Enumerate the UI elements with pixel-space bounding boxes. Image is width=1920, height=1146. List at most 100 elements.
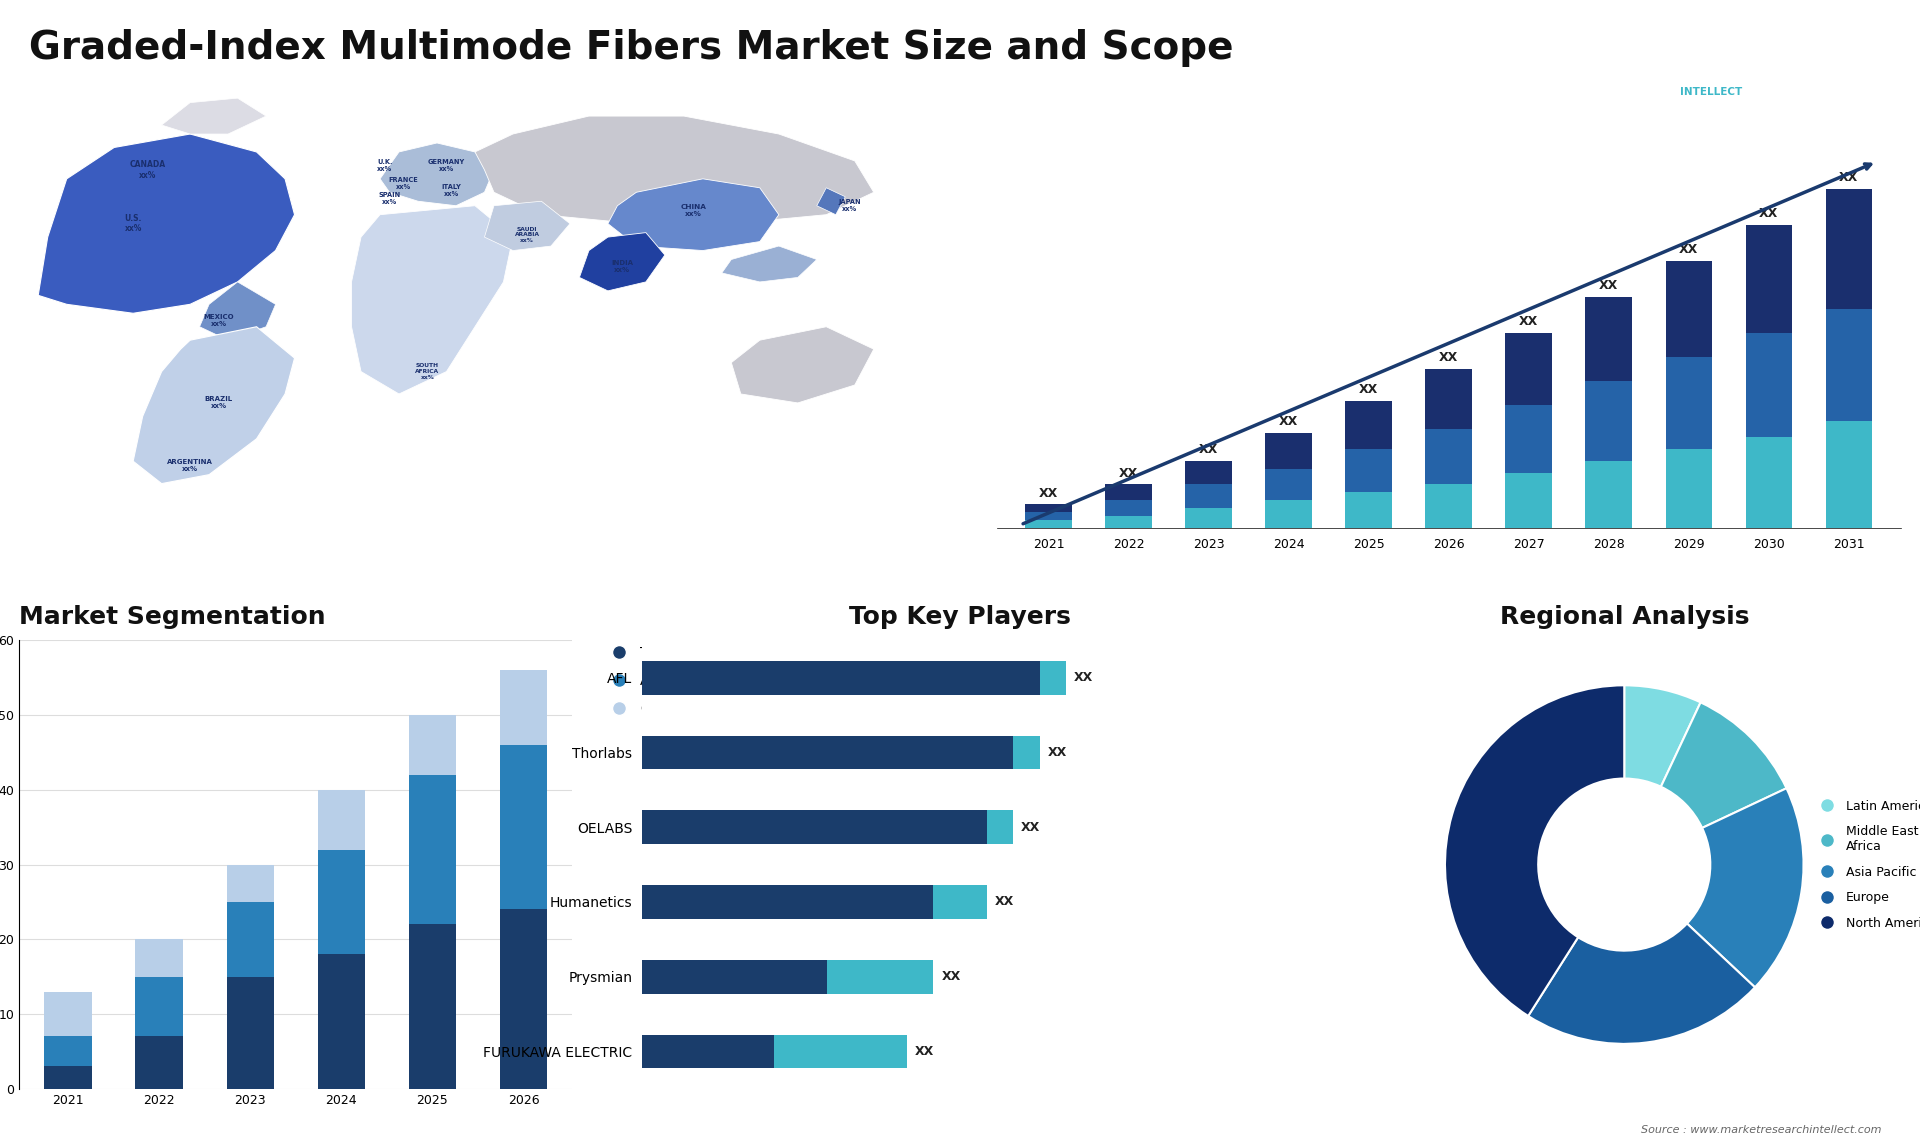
Text: XX: XX [1279,415,1298,427]
Legend: Type, Application, Geography: Type, Application, Geography [599,641,724,721]
Bar [1025,512,1071,520]
Bar [641,661,1039,694]
Bar [1425,429,1473,485]
Bar [1425,485,1473,528]
Bar [317,790,365,849]
Text: ARGENTINA
xx%: ARGENTINA xx% [167,460,213,472]
Text: XX: XX [1680,243,1699,256]
Bar [987,810,1014,845]
Text: XX: XX [1839,171,1859,185]
Bar [1346,448,1392,493]
Text: INDIA
xx%: INDIA xx% [611,260,634,273]
Text: SOUTH
AFRICA
xx%: SOUTH AFRICA xx% [415,363,440,379]
Bar [1185,461,1233,485]
Bar [1826,189,1872,308]
Bar [1425,369,1473,429]
Text: XX: XX [1073,672,1092,684]
Bar [1586,380,1632,461]
Polygon shape [200,282,276,340]
Legend: Latin America, Middle East &
Africa, Asia Pacific, Europe, North America: Latin America, Middle East & Africa, Asi… [1811,794,1920,935]
Polygon shape [816,188,845,214]
Bar [641,885,933,919]
Text: SPAIN
xx%: SPAIN xx% [378,193,401,205]
Bar [1106,501,1152,517]
Text: XX: XX [1599,278,1619,292]
Text: XX: XX [1039,487,1058,500]
Bar [641,810,987,845]
Wedge shape [1528,924,1755,1044]
Bar [641,1035,774,1068]
Text: U.S.
xx%: U.S. xx% [125,214,142,234]
Bar [1665,261,1713,356]
Bar [409,715,457,775]
Wedge shape [1688,788,1803,988]
Polygon shape [609,179,780,251]
Bar [1346,493,1392,528]
Text: MARKET: MARKET [1680,37,1728,47]
Bar [1106,517,1152,528]
Bar [44,991,92,1036]
Text: JAPAN
xx%: JAPAN xx% [839,199,862,212]
Bar [1025,504,1071,512]
Bar [1745,225,1791,332]
Text: XX: XX [1519,315,1538,328]
Bar [933,885,987,919]
Bar [499,910,547,1089]
Text: U.K.
xx%: U.K. xx% [376,159,392,172]
Text: CANADA
xx%: CANADA xx% [129,160,165,180]
Bar [1665,448,1713,528]
Bar [227,976,275,1089]
Text: MEXICO
xx%: MEXICO xx% [204,314,234,327]
Text: Market Segmentation: Market Segmentation [19,605,326,629]
Bar [409,775,457,925]
Text: XX: XX [1048,746,1068,759]
Bar [1185,485,1233,509]
Bar [44,1066,92,1089]
Bar [1185,509,1233,528]
Polygon shape [580,233,664,291]
Bar [1665,356,1713,448]
Text: XX: XX [995,895,1014,909]
Bar [44,1036,92,1066]
Text: XX: XX [941,971,960,983]
Bar [1014,736,1039,769]
Bar [227,864,275,902]
Bar [1586,461,1632,528]
Title: Top Key Players: Top Key Players [849,605,1071,629]
Bar [1265,501,1311,528]
Bar [1745,332,1791,437]
Text: XX: XX [1119,466,1139,480]
Bar [1346,401,1392,448]
Bar [409,925,457,1089]
Text: XX: XX [916,1045,935,1058]
Text: Source : www.marketresearchintellect.com: Source : www.marketresearchintellect.com [1642,1124,1882,1135]
Text: CHINA
xx%: CHINA xx% [680,204,707,217]
Bar [1505,472,1551,528]
Polygon shape [38,134,294,313]
Bar [317,955,365,1089]
Polygon shape [722,246,816,282]
Bar [1025,520,1071,528]
Bar [1265,432,1311,469]
Polygon shape [161,99,267,134]
Bar [1586,297,1632,380]
Wedge shape [1446,685,1624,1017]
Text: XX: XX [1198,442,1217,456]
Bar [1039,661,1066,694]
Polygon shape [1663,33,1880,100]
Polygon shape [380,143,493,206]
Polygon shape [484,202,570,251]
Text: XX: XX [1759,207,1778,220]
Text: SAUDI
ARABIA
xx%: SAUDI ARABIA xx% [515,227,540,243]
Text: XX: XX [1021,821,1041,833]
Bar [136,1036,182,1089]
Bar [1505,332,1551,405]
Bar [1826,421,1872,528]
Bar [499,670,547,745]
Text: FRANCE
xx%: FRANCE xx% [390,176,419,190]
Bar [1265,469,1311,501]
Bar [641,960,828,994]
Bar [828,960,933,994]
Text: XX: XX [1438,351,1459,363]
Bar [227,902,275,976]
